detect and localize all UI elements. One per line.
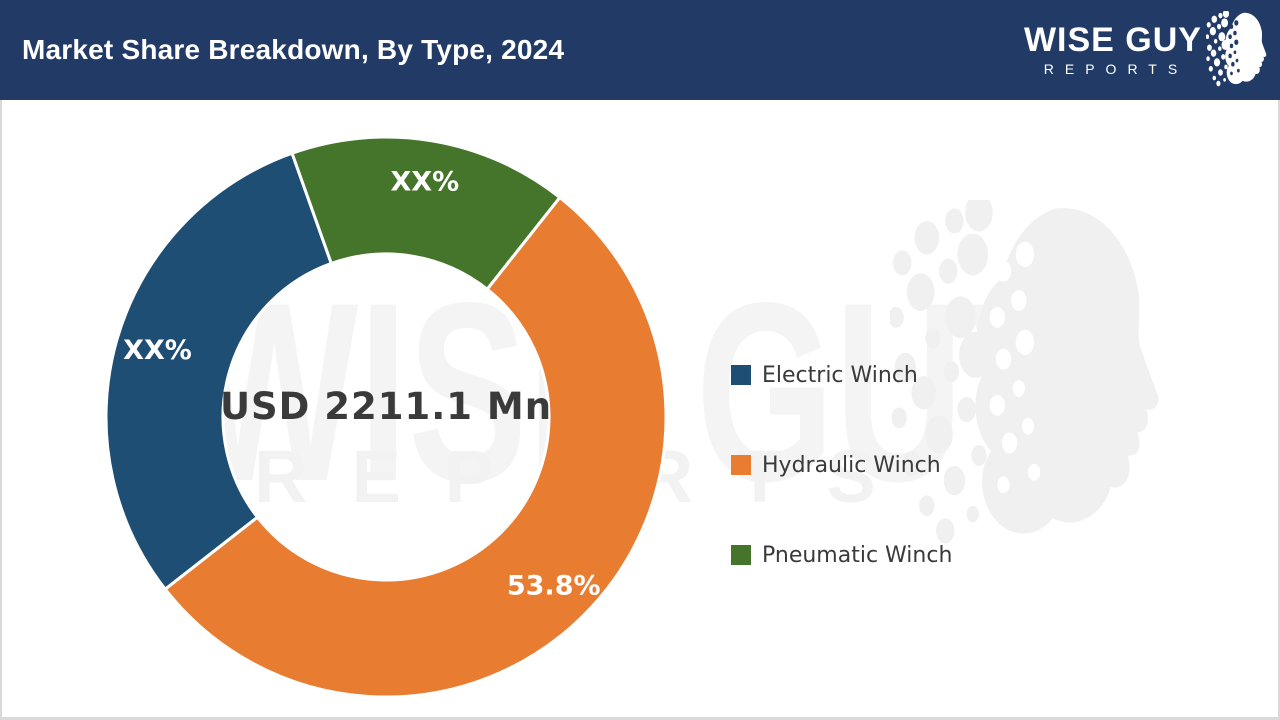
center-value-label: USD 2211.1 Mn	[219, 385, 553, 428]
legend-swatch-hydraulic-winch	[731, 455, 751, 475]
wise-guy-reports-logo: WISE GUY REPORTS	[1024, 0, 1268, 100]
logo-face-icon	[1206, 11, 1267, 87]
donut-slice-pneumatic-winch	[290, 135, 562, 291]
chart-body: WISE GUY REPORTS XX%53.8%XX% USD 2211.1	[0, 100, 1280, 720]
header-bar: Market Share Breakdown, By Type, 2024 WI…	[0, 0, 1280, 100]
legend-swatch-pneumatic-winch	[731, 545, 751, 565]
slice-label-hydraulic-winch: 53.8%	[507, 570, 601, 601]
donut-slice-hydraulic-winch	[163, 195, 668, 699]
legend-item-electric-winch: Electric Winch	[731, 362, 918, 388]
donut-chart: XX% 53.8% XX%	[104, 135, 668, 699]
watermark-face-icon	[890, 200, 1159, 544]
legend-item-hydraulic-winch: Hydraulic Winch	[731, 452, 941, 478]
logo-subtitle: REPORTS	[1043, 61, 1189, 77]
legend-label-pneumatic-winch: Pneumatic Winch	[762, 542, 953, 568]
slice-label-electric-winch: XX%	[123, 335, 192, 366]
slice-label-pneumatic-winch: XX%	[390, 167, 459, 198]
donut-slice-electric-winch	[104, 151, 333, 591]
legend-swatch-electric-winch	[731, 365, 751, 385]
logo-text: WISE GUY REPORTS	[1024, 23, 1202, 77]
logo-wordmark: WISE GUY	[1023, 21, 1202, 59]
page-title: Market Share Breakdown, By Type, 2024	[22, 34, 565, 65]
legend-label-electric-winch: Electric Winch	[762, 362, 918, 388]
legend-item-pneumatic-winch: Pneumatic Winch	[731, 542, 952, 568]
legend-label-hydraulic-winch: Hydraulic Winch	[762, 452, 941, 478]
